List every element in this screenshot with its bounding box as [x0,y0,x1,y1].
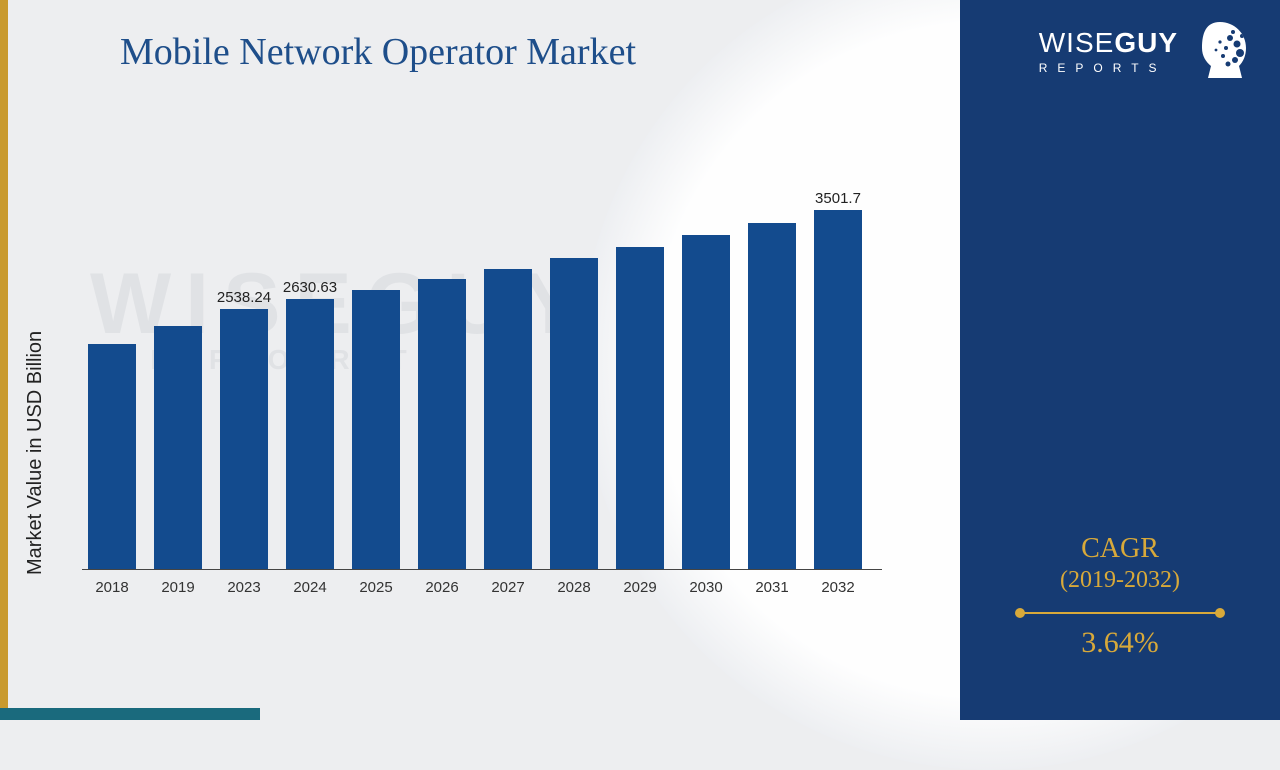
x-tick-label: 2023 [220,579,268,596]
x-tick-label: 2028 [550,579,598,596]
head-icon [1190,20,1252,82]
bar [286,299,334,569]
cagr-period: (2019-2032) [990,567,1250,594]
brand-logo: WISEGUY REPORTS [1039,20,1252,82]
cagr-label: CAGR [990,533,1250,565]
x-tick-label: 2026 [418,579,466,596]
bar [814,210,862,569]
logo-line2: REPORTS [1039,61,1178,75]
x-tick-label: 2030 [682,579,730,596]
cagr-divider [1020,612,1220,614]
bar [418,279,466,569]
cagr-block: CAGR (2019-2032) 3.64% [990,533,1250,660]
bar [220,309,268,569]
bar-chart: 2018201920232538.2420242630.632025202620… [82,160,882,570]
x-tick-label: 2031 [748,579,796,596]
x-tick-label: 2027 [484,579,532,596]
chart-title: Mobile Network Operator Market [120,30,636,74]
left-stripe [0,0,8,720]
bar [352,290,400,569]
bar [550,258,598,569]
x-tick-label: 2025 [352,579,400,596]
bar [484,269,532,569]
x-tick-label: 2029 [616,579,664,596]
x-tick-label: 2019 [154,579,202,596]
bar [616,247,664,569]
bar [154,326,202,569]
x-axis [82,569,882,570]
logo-line1: WISEGUY [1039,27,1178,59]
x-tick-label: 2032 [814,579,862,596]
bar-value-label: 2630.63 [270,279,350,296]
x-tick-label: 2018 [88,579,136,596]
y-axis-label: Market Value in USD Billion [24,331,47,575]
bar-value-label: 3501.7 [798,190,878,207]
x-tick-label: 2024 [286,579,334,596]
bar [748,223,796,569]
cagr-value: 3.64% [990,626,1250,660]
bar [682,235,730,569]
bar [88,344,136,570]
footer-bar [0,708,260,720]
